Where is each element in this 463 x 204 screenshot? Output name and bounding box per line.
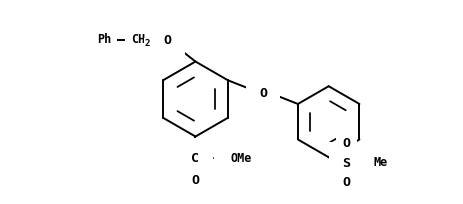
Text: O: O xyxy=(164,34,172,47)
Text: OMe: OMe xyxy=(230,151,251,164)
Text: O: O xyxy=(343,136,350,149)
Text: O: O xyxy=(343,175,350,188)
Text: S: S xyxy=(343,156,350,169)
Text: O: O xyxy=(259,86,267,99)
Text: Me: Me xyxy=(373,155,388,168)
Text: C: C xyxy=(192,151,200,164)
Text: O: O xyxy=(192,174,200,186)
Text: CH: CH xyxy=(131,33,145,46)
Text: Ph: Ph xyxy=(97,33,111,46)
Text: 2: 2 xyxy=(144,39,150,48)
